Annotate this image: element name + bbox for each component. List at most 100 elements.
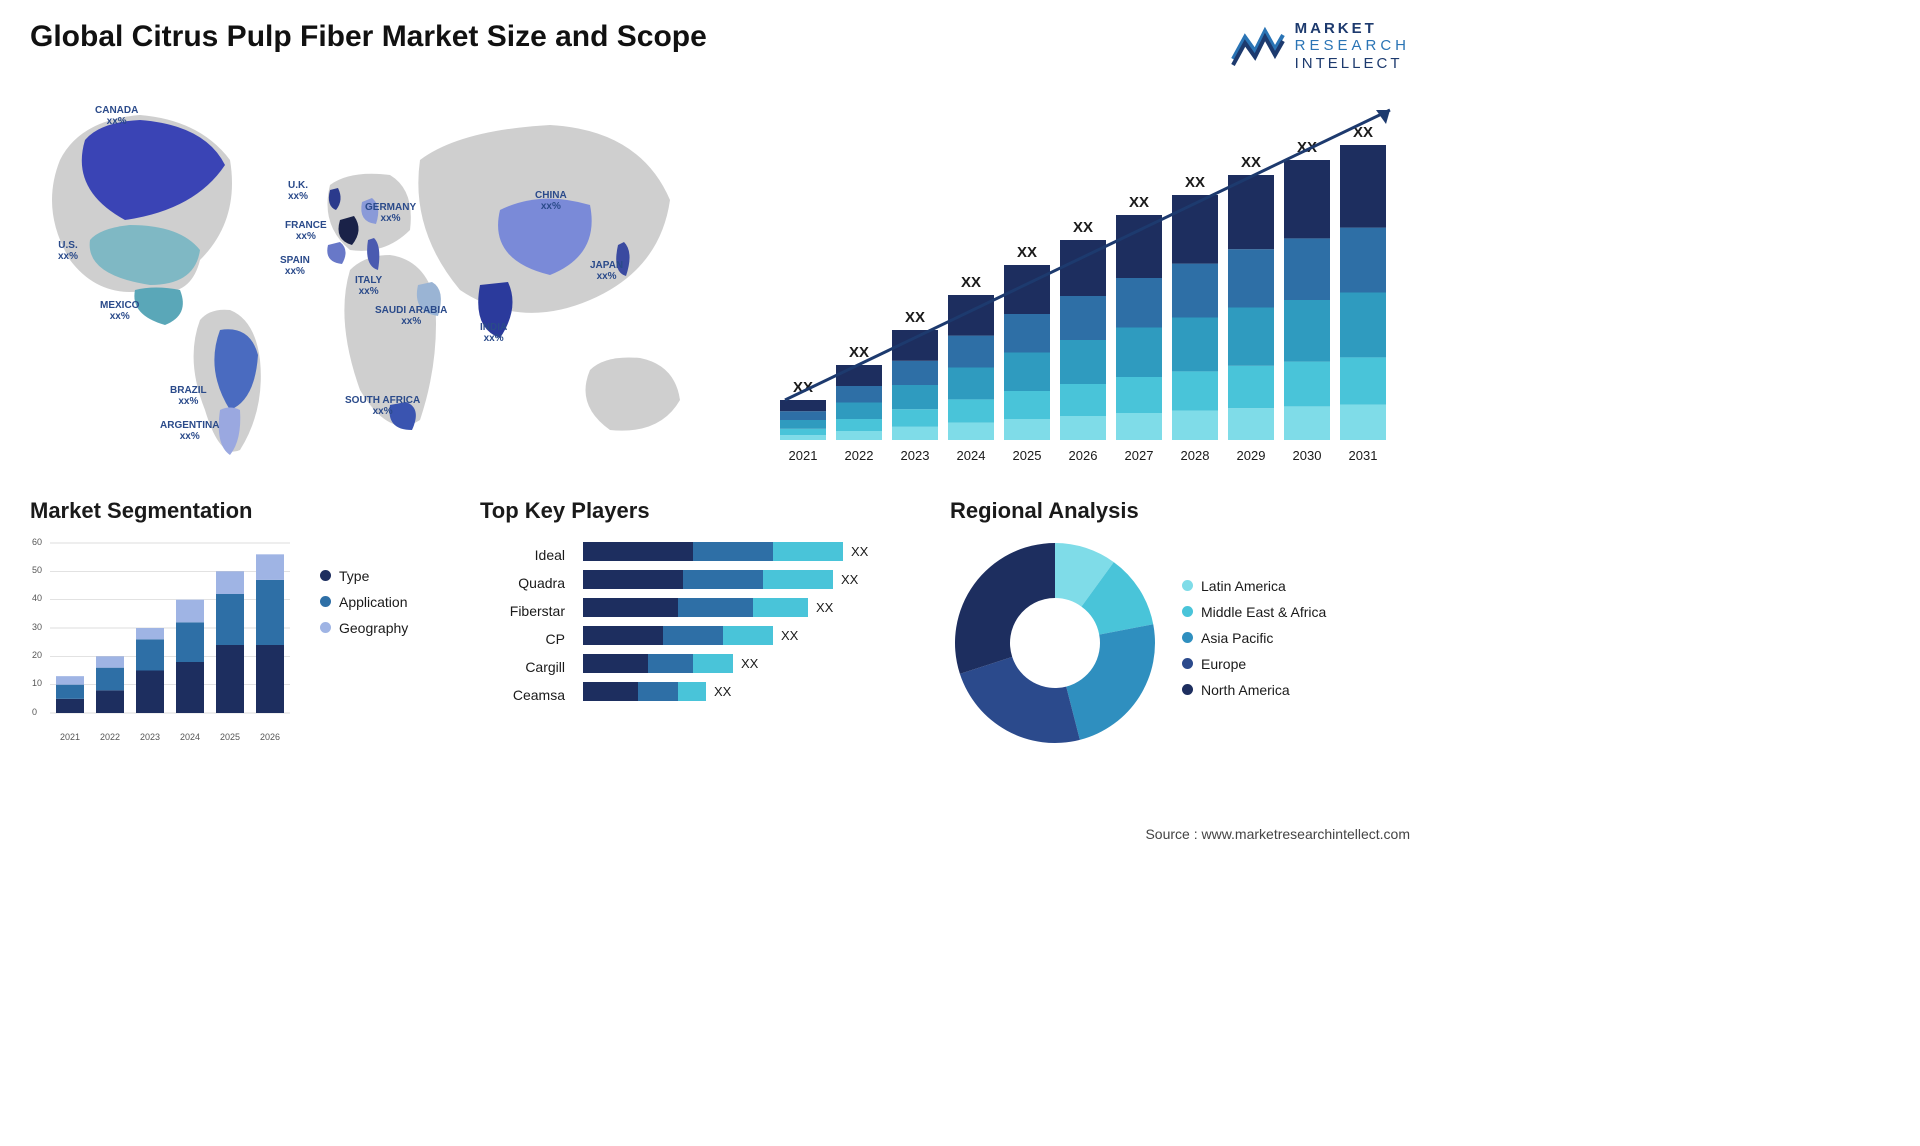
- seg-legend-item: Geography: [320, 620, 450, 636]
- map-label-italy: ITALYxx%: [355, 275, 382, 298]
- svg-text:XX: XX: [1017, 244, 1037, 261]
- seg-xlabel: 2021: [52, 732, 88, 742]
- brand-logo: MARKET RESEARCH INTELLECT: [1231, 20, 1410, 72]
- players-labels: IdealQuadraFiberstarCPCargillCeamsa: [480, 538, 565, 712]
- header: Global Citrus Pulp Fiber Market Size and…: [30, 20, 1410, 72]
- player-bar-seg: [693, 542, 773, 561]
- seg-xlabel: 2025: [212, 732, 248, 742]
- player-value: XX: [816, 600, 833, 615]
- svg-text:XX: XX: [961, 274, 981, 291]
- segmentation-bars: [30, 538, 290, 728]
- seg-xlabel: 2024: [172, 732, 208, 742]
- player-label: Cargill: [480, 656, 565, 684]
- svg-text:2031: 2031: [1349, 448, 1378, 463]
- player-bar-seg: [663, 626, 723, 645]
- player-bar-seg: [773, 542, 843, 561]
- svg-text:2029: 2029: [1237, 448, 1266, 463]
- player-bar-seg: [678, 682, 706, 701]
- regional-legend-item: Middle East & Africa: [1182, 604, 1410, 620]
- player-value: XX: [714, 684, 731, 699]
- growth-chart: XX2021XX2022XX2023XX2024XX2025XX2026XX20…: [770, 90, 1410, 470]
- regional-legend-item: Europe: [1182, 656, 1410, 672]
- page-title: Global Citrus Pulp Fiber Market Size and…: [30, 20, 707, 54]
- player-bar-seg: [753, 598, 808, 617]
- player-label: Ideal: [480, 544, 565, 572]
- player-label: CP: [480, 628, 565, 656]
- svg-text:XX: XX: [1241, 154, 1261, 171]
- growth-chart-panel: XX2021XX2022XX2023XX2024XX2025XX2026XX20…: [770, 90, 1410, 470]
- player-label: Fiberstar: [480, 600, 565, 628]
- player-bar-seg: [638, 682, 678, 701]
- player-bar-row: XX: [583, 594, 920, 622]
- map-label-spain: SPAINxx%: [280, 255, 310, 278]
- seg-ytick: 0: [32, 707, 37, 717]
- seg-ytick: 30: [32, 622, 42, 632]
- seg-ytick: 20: [32, 650, 42, 660]
- seg-ytick: 40: [32, 593, 42, 603]
- svg-text:XX: XX: [1185, 174, 1205, 191]
- svg-text:XX: XX: [849, 344, 869, 361]
- seg-xlabel: 2022: [92, 732, 128, 742]
- player-label: Ceamsa: [480, 684, 565, 712]
- player-value: XX: [851, 544, 868, 559]
- world-map-panel: CANADAxx%U.S.xx%MEXICOxx%BRAZILxx%ARGENT…: [30, 90, 740, 470]
- players-panel: Top Key Players IdealQuadraFiberstarCPCa…: [480, 498, 920, 748]
- player-bar-seg: [723, 626, 773, 645]
- svg-text:XX: XX: [905, 309, 925, 326]
- player-bar-seg: [683, 570, 763, 589]
- player-bar-seg: [678, 598, 753, 617]
- top-row: CANADAxx%U.S.xx%MEXICOxx%BRAZILxx%ARGENT…: [30, 90, 1410, 470]
- logo-line-3: INTELLECT: [1295, 55, 1410, 72]
- player-bar-row: XX: [583, 566, 920, 594]
- player-bar-seg: [583, 570, 683, 589]
- svg-text:2023: 2023: [901, 448, 930, 463]
- seg-ytick: 10: [32, 678, 42, 688]
- player-label: Quadra: [480, 572, 565, 600]
- segmentation-legend: Type Application Geography: [320, 538, 450, 728]
- map-label-southafrica: SOUTH AFRICAxx%: [345, 395, 420, 418]
- players-bars: XX XX XX XX XX XX: [583, 538, 920, 712]
- svg-text:2027: 2027: [1125, 448, 1154, 463]
- map-label-mexico: MEXICOxx%: [100, 300, 139, 323]
- svg-text:XX: XX: [1129, 194, 1149, 211]
- logo-mark-icon: [1231, 25, 1285, 67]
- player-value: XX: [841, 572, 858, 587]
- bottom-row: Market Segmentation 0 10 20 30 40 50 60 2021 202…: [30, 498, 1410, 748]
- player-bar-row: XX: [583, 538, 920, 566]
- map-label-germany: GERMANYxx%: [365, 202, 416, 225]
- svg-text:XX: XX: [1073, 219, 1093, 236]
- map-label-uk: U.K.xx%: [288, 180, 308, 203]
- svg-text:2024: 2024: [957, 448, 986, 463]
- map-label-france: FRANCExx%: [285, 220, 327, 243]
- map-label-india: INDIAxx%: [480, 322, 507, 345]
- source-attribution: Source : www.marketresearchintellect.com: [1145, 826, 1410, 842]
- player-bar-seg: [583, 542, 693, 561]
- player-bar-seg: [583, 682, 638, 701]
- seg-legend-item: Application: [320, 594, 450, 610]
- regional-legend-item: North America: [1182, 682, 1410, 698]
- segmentation-title: Market Segmentation: [30, 498, 450, 524]
- player-bar-seg: [763, 570, 833, 589]
- svg-text:2021: 2021: [789, 448, 818, 463]
- player-bar-seg: [583, 626, 663, 645]
- regional-panel: Regional Analysis Latin AmericaMiddle Ea…: [950, 498, 1410, 748]
- map-label-brazil: BRAZILxx%: [170, 385, 207, 408]
- player-bar-seg: [583, 598, 678, 617]
- map-label-canada: CANADAxx%: [95, 105, 138, 128]
- segmentation-panel: Market Segmentation 0 10 20 30 40 50 60 2021 202…: [30, 498, 450, 748]
- seg-ytick: 60: [32, 537, 42, 547]
- player-bar-seg: [583, 654, 648, 673]
- player-bar-row: XX: [583, 650, 920, 678]
- player-bar-row: XX: [583, 678, 920, 706]
- player-value: XX: [781, 628, 798, 643]
- players-title: Top Key Players: [480, 498, 920, 524]
- regional-legend: Latin AmericaMiddle East & AfricaAsia Pa…: [1182, 578, 1410, 708]
- svg-text:2025: 2025: [1013, 448, 1042, 463]
- donut-chart: [950, 538, 1160, 748]
- seg-legend-item: Type: [320, 568, 450, 584]
- seg-ytick: 50: [32, 565, 42, 575]
- player-value: XX: [741, 656, 758, 671]
- regional-legend-item: Asia Pacific: [1182, 630, 1410, 646]
- map-label-argentina: ARGENTINAxx%: [160, 420, 219, 443]
- map-label-japan: JAPANxx%: [590, 260, 623, 283]
